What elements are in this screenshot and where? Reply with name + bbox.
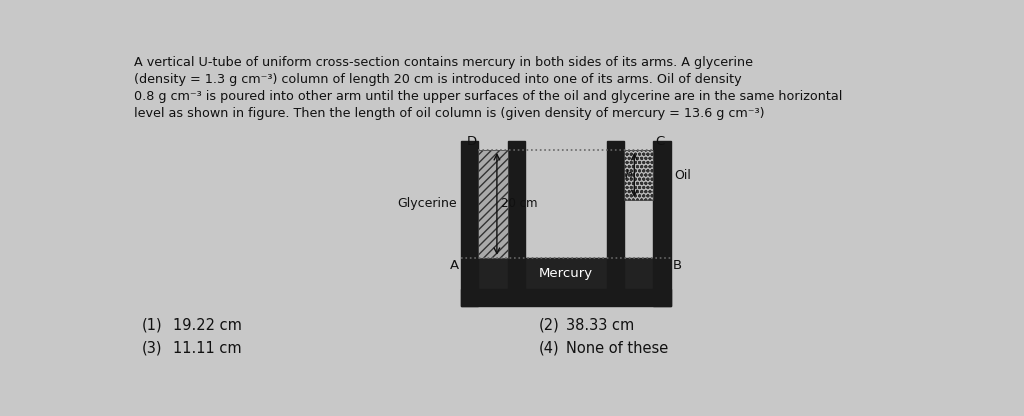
Text: (4): (4) [539, 341, 559, 356]
Text: A: A [450, 259, 459, 272]
Bar [624, 258, 653, 289]
Text: h: h [624, 168, 632, 181]
Text: A vertical U-tube of uniform cross-section contains mercury in both sides of its: A vertical U-tube of uniform cross-secti… [134, 56, 754, 69]
Text: Mercury: Mercury [539, 267, 593, 280]
Bar [461, 141, 478, 306]
Text: None of these: None of these [566, 341, 668, 356]
Text: Glycerine: Glycerine [397, 198, 458, 210]
Text: D: D [467, 136, 477, 149]
Text: level as shown in figure. Then the length of oil column is (given density of mer: level as shown in figure. Then the lengt… [134, 107, 765, 120]
Text: C: C [655, 136, 665, 149]
Bar [607, 141, 624, 289]
Bar [478, 258, 508, 289]
Bar [624, 150, 653, 200]
Text: (density = 1.3 g cm⁻³) column of length 20 cm is introduced into one of its arms: (density = 1.3 g cm⁻³) column of length … [134, 73, 741, 86]
Bar [508, 141, 524, 289]
Bar [653, 141, 671, 306]
Text: 20 cm: 20 cm [501, 198, 538, 210]
Bar [524, 258, 607, 289]
Bar [478, 150, 508, 258]
Text: (3): (3) [142, 341, 163, 356]
Text: B: B [673, 259, 682, 272]
Text: Oil: Oil [675, 168, 691, 181]
Text: 0.8 g cm⁻³ is poured into other arm until the upper surfaces of the oil and glyc: 0.8 g cm⁻³ is poured into other arm unti… [134, 90, 843, 103]
Bar [461, 289, 671, 306]
Text: (2): (2) [539, 318, 559, 333]
Text: 19.22 cm: 19.22 cm [173, 318, 242, 333]
Text: 11.11 cm: 11.11 cm [173, 341, 242, 356]
Text: (1): (1) [142, 318, 163, 333]
Text: 38.33 cm: 38.33 cm [566, 318, 634, 333]
